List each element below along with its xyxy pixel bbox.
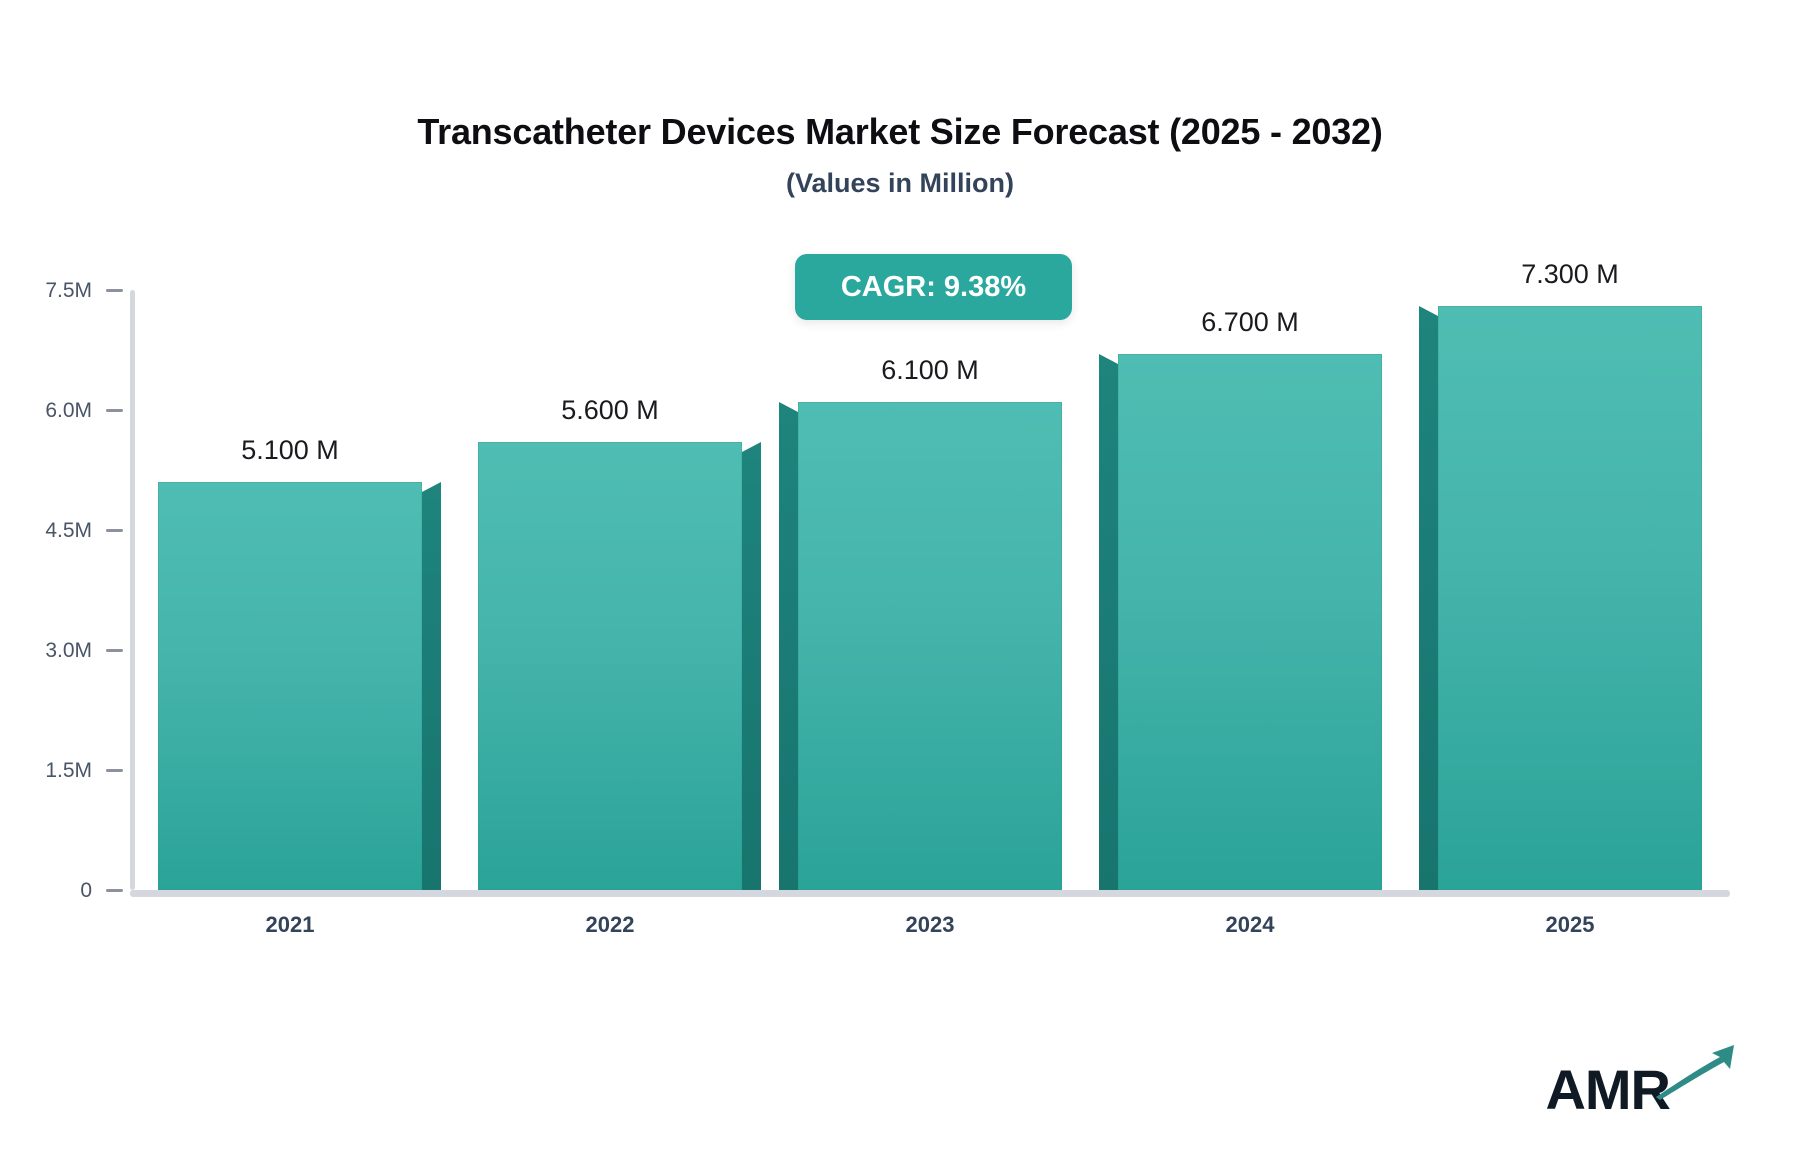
bar[interactable] — [779, 402, 1062, 890]
logo-wordmark: AMR — [1545, 1058, 1671, 1121]
bar[interactable] — [478, 442, 761, 890]
y-axis-tick: 0 — [5, 878, 123, 902]
bar-value-label: 5.600 M — [561, 395, 659, 425]
x-axis-tick-label: 2021 — [265, 912, 315, 937]
bar-series: 5.100 M 2021 5.600 M 2022 6.100 M 2023 6.700 M… — [130, 259, 1730, 937]
bar[interactable] — [1099, 354, 1382, 890]
y-axis-tick-mark — [106, 288, 123, 292]
bar-3d-side — [742, 442, 761, 890]
chart-subtitle: (Values in Million) — [785, 168, 1015, 199]
x-axis-line — [130, 890, 1730, 897]
x-axis-tick-label: 2022 — [585, 912, 635, 937]
y-axis-tick-label: 0 — [80, 878, 92, 902]
bar-slot: 6.700 M 2024 — [1099, 290, 1382, 937]
y-axis-tick-mark — [106, 768, 123, 772]
title-block: Transcatheter Devices Market Size Foreca… — [0, 110, 1800, 200]
bar-slot: 5.600 M 2022 — [478, 290, 761, 937]
bar[interactable] — [158, 482, 441, 890]
bar-3d-side — [1099, 354, 1118, 890]
x-axis-tick-label: 2025 — [1545, 912, 1595, 937]
amr-logo: AMR — [1545, 1038, 1740, 1118]
y-axis-tick-mark — [106, 408, 123, 412]
y-axis-tick: 4.5M — [5, 518, 123, 542]
chart-title: Transcatheter Devices Market Size Foreca… — [417, 111, 1383, 152]
y-axis-line — [130, 290, 135, 890]
y-axis-tick-mark — [106, 648, 123, 652]
y-axis-tick: 6.0M — [5, 398, 123, 422]
y-axis-tick-mark — [106, 528, 123, 532]
x-axis-tick-label: 2024 — [1225, 912, 1275, 937]
y-axis-tick-mark — [106, 888, 123, 892]
cagr-badge: CAGR: 9.38% — [795, 254, 1072, 320]
y-axis-tick-label: 4.5M — [45, 518, 92, 542]
bar-3d-side — [422, 482, 441, 890]
bar-slot: 5.100 M 2021 — [158, 290, 441, 937]
bar-value-label: 7.300 M — [1521, 259, 1619, 289]
bar-3d-side — [1419, 306, 1438, 890]
plot-area: 7.5M 6.0M 4.5M 3.0M 1.5M 0 5.100 M 2021 5.600 M… — [45, 259, 1730, 937]
x-axis-tick-label: 2023 — [905, 912, 955, 937]
y-axis-tick: 7.5M — [5, 278, 123, 302]
growth-arrow-icon — [1654, 1041, 1740, 1108]
bar[interactable] — [1419, 306, 1702, 890]
bar-value-label: 6.700 M — [1201, 307, 1299, 337]
bar-value-label: 5.100 M — [241, 435, 339, 465]
bar-value-label: 6.100 M — [881, 355, 979, 385]
bar-slot: 7.300 M 2025 — [1419, 259, 1702, 937]
y-axis-tick: 1.5M — [5, 758, 123, 782]
y-axis-tick-label: 1.5M — [45, 758, 92, 782]
bar-slot: 6.100 M 2023 — [779, 290, 1062, 937]
y-axis-tick: 3.0M — [5, 638, 123, 662]
y-axis-tick-label: 3.0M — [45, 638, 92, 662]
bar-3d-side — [779, 402, 798, 890]
y-axis-tick-label: 7.5M — [45, 278, 92, 302]
y-axis-tick-label: 6.0M — [45, 398, 92, 422]
